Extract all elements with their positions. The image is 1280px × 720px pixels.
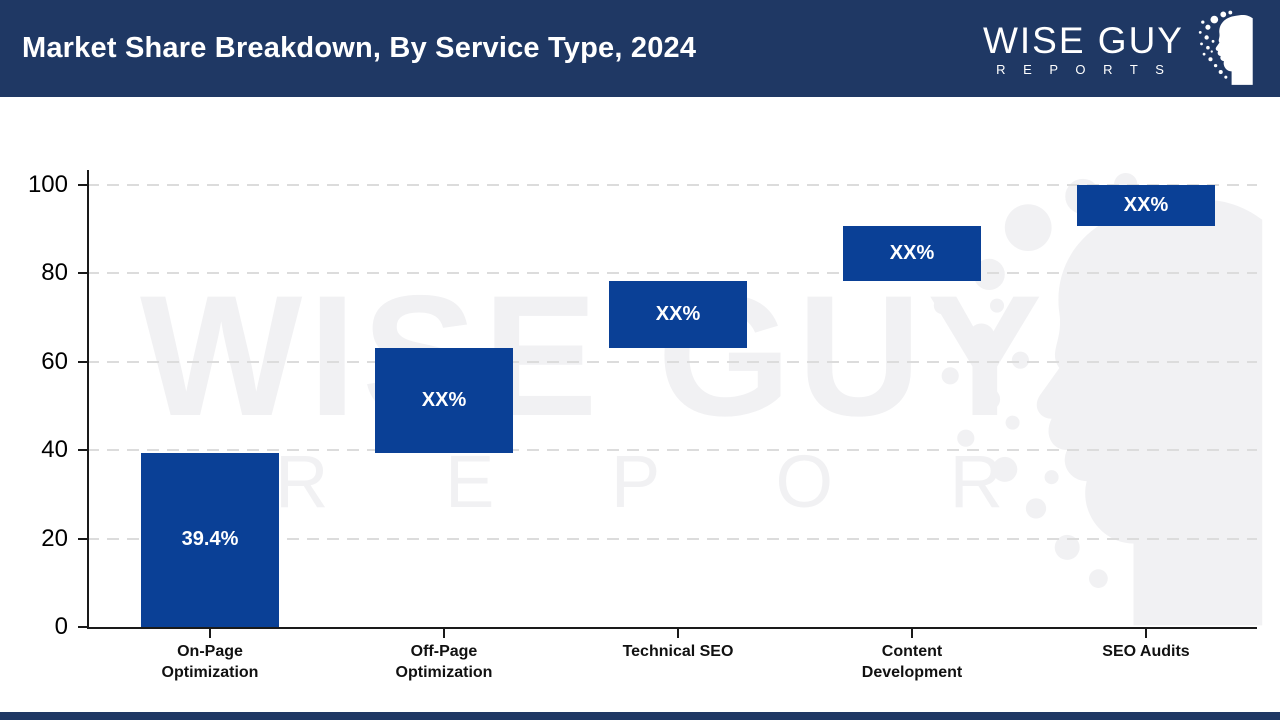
bar-on-page-optimization: 39.4% [141,452,279,627]
bar-value-label: 39.4% [181,528,239,551]
x-axis-category-label: SEO Audits [1102,643,1190,660]
y-axis-tick-mark [78,626,87,628]
bar-value-label: XX% [889,241,935,264]
x-axis-category-label: Technical SEO [622,643,734,660]
x-axis-tick-mark [1145,629,1147,638]
y-axis-tick-mark [78,183,87,186]
x-axis-tick-mark [209,629,211,638]
gridline-100 [87,183,1257,186]
gridline-60 [87,360,1257,363]
x-axis-category-label: Off-Page Optimization [395,643,493,682]
y-axis-tick-label: 20 [41,524,68,552]
y-axis-tick-mark [78,537,87,540]
y-axis-tick-mark [78,272,87,274]
gridline-20 [87,537,1257,540]
bar-seo-audits: XX% [1077,184,1215,227]
x-axis-category-label: Content Development [861,643,963,682]
y-axis-tick-label: 40 [41,436,68,463]
header: Market Share Breakdown, By Service Type,… [0,0,1280,97]
bar-technical-seo: XX% [609,280,747,349]
x-axis-tick-mark [443,629,445,638]
bar-off-page-optimization: XX% [375,348,513,453]
footer-bar [0,712,1280,720]
wiseguy-head-icon [1198,10,1253,85]
y-axis-tick-label: 80 [41,259,68,286]
x-axis-line [87,627,1257,629]
y-axis-tick-label: 0 [54,613,68,640]
wiseguy-logo: WISE GUY R E P O R T S [983,10,1254,88]
logo-text: WISE GUY R E P O R T S [983,22,1184,76]
x-axis-tick-mark [911,629,913,638]
y-axis-tick-mark [78,449,87,451]
bar-value-label: XX% [655,302,701,325]
logo-wordmark: WISE GUY [982,19,1184,61]
y-axis-tick-mark [78,360,87,363]
x-axis-category-label: On-Page Optimization [161,643,259,682]
gridline-40 [87,449,1257,451]
y-axis-tick-label: 60 [41,347,68,375]
bar-value-label: XX% [1123,193,1169,216]
bar-content-development: XX% [843,226,981,281]
bar-value-label: XX% [421,388,467,411]
gridline-80 [87,272,1257,274]
y-axis-line [87,170,89,629]
y-axis-tick-label: 100 [27,170,68,198]
logo-subtext: R E P O R T S [996,61,1171,77]
page-title: Market Share Breakdown, By Service Type,… [22,32,697,64]
x-axis-tick-mark [677,629,679,638]
